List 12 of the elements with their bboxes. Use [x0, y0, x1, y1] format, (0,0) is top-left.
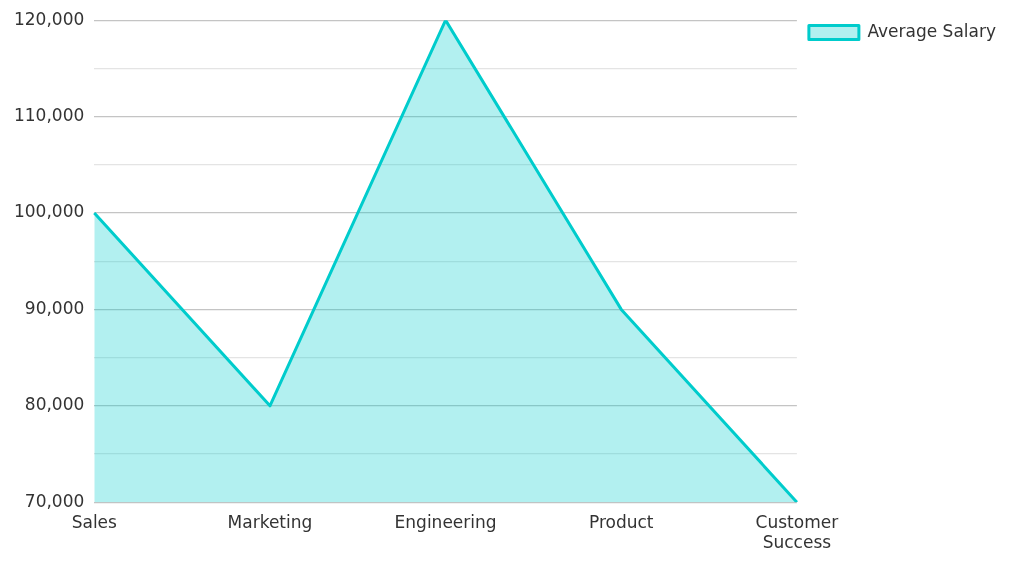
x-tick-label: Product [588, 511, 654, 532]
y-tick-label: 90,000 [24, 297, 85, 318]
y-tick-label: 100,000 [13, 201, 85, 222]
y-tick-label: 110,000 [13, 105, 85, 126]
legend-label: Average Salary [867, 20, 997, 41]
y-tick-label: 70,000 [24, 490, 85, 511]
x-tick-label: Sales [71, 511, 118, 532]
y-tick-label: 120,000 [13, 8, 85, 29]
x-tick-label: Marketing [227, 511, 313, 532]
x-tick-label: Engineering [394, 511, 497, 532]
x-tick-label: Customer Success [755, 511, 839, 553]
y-tick-label: 80,000 [24, 394, 85, 415]
